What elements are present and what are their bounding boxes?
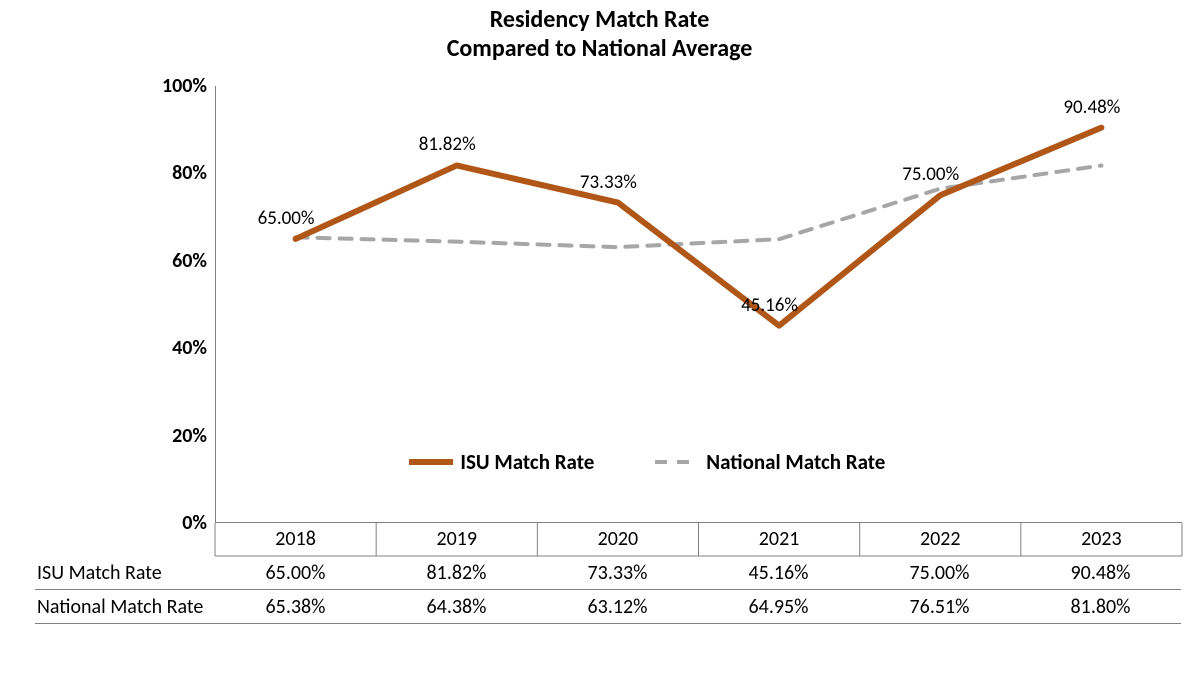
y-tick-label: 0% [137, 511, 207, 535]
x-tick-label: 2018 [215, 527, 376, 551]
isu-data-label: 65.00% [258, 207, 315, 230]
table-cell: 81.80% [1020, 590, 1181, 624]
chart-title: Residency Match Rate Compared to Nationa… [0, 6, 1199, 64]
chart-title-line2: Compared to National Average [0, 35, 1199, 64]
y-tick-label: 20% [137, 424, 207, 448]
table-cell: 64.95% [698, 590, 859, 624]
legend-label-isu: ISU Match Rate [460, 449, 594, 475]
isu-data-label: 45.16% [741, 294, 798, 317]
legend-swatch-isu [408, 457, 454, 467]
legend-swatch-national [654, 457, 700, 467]
isu-data-label: 75.00% [902, 163, 959, 186]
data-table: ISU Match Rate65.00%81.82%73.33%45.16%75… [35, 556, 1181, 624]
table-cell: 64.38% [376, 590, 537, 624]
table-row: National Match Rate65.38%64.38%63.12%64.… [35, 590, 1181, 624]
legend-label-national: National Match Rate [706, 449, 885, 475]
x-tick-label: 2021 [699, 527, 860, 551]
chart-container: Residency Match Rate Compared to Nationa… [0, 0, 1199, 684]
table-cell: 65.38% [215, 590, 376, 624]
isu-line [296, 128, 1102, 326]
table-cell: 73.33% [537, 556, 698, 590]
table-cell: 45.16% [698, 556, 859, 590]
isu-data-label: 73.33% [580, 171, 637, 194]
y-tick-label: 40% [137, 336, 207, 360]
legend-item-national: National Match Rate [654, 449, 885, 475]
table-cell: 63.12% [537, 590, 698, 624]
legend-item-isu: ISU Match Rate [408, 449, 594, 475]
legend: ISU Match Rate National Match Rate [408, 449, 885, 475]
table-row-label: National Match Rate [35, 590, 215, 624]
table-cell: 90.48% [1020, 556, 1181, 590]
table-row: ISU Match Rate65.00%81.82%73.33%45.16%75… [35, 556, 1181, 590]
chart-title-line1: Residency Match Rate [0, 6, 1199, 35]
table-row-label: ISU Match Rate [35, 556, 215, 590]
table-cell: 81.82% [376, 556, 537, 590]
isu-data-label: 90.48% [1063, 96, 1120, 119]
table-cell: 75.00% [859, 556, 1020, 590]
isu-data-label: 81.82% [419, 133, 476, 156]
table-cell: 65.00% [215, 556, 376, 590]
x-tick-label: 2023 [1021, 527, 1182, 551]
x-tick-label: 2022 [860, 527, 1021, 551]
x-tick-label: 2020 [537, 527, 698, 551]
x-tick-label: 2019 [376, 527, 537, 551]
y-tick-label: 80% [137, 161, 207, 185]
y-tick-label: 100% [137, 74, 207, 98]
y-tick-label: 60% [137, 249, 207, 273]
table-cell: 76.51% [859, 590, 1020, 624]
